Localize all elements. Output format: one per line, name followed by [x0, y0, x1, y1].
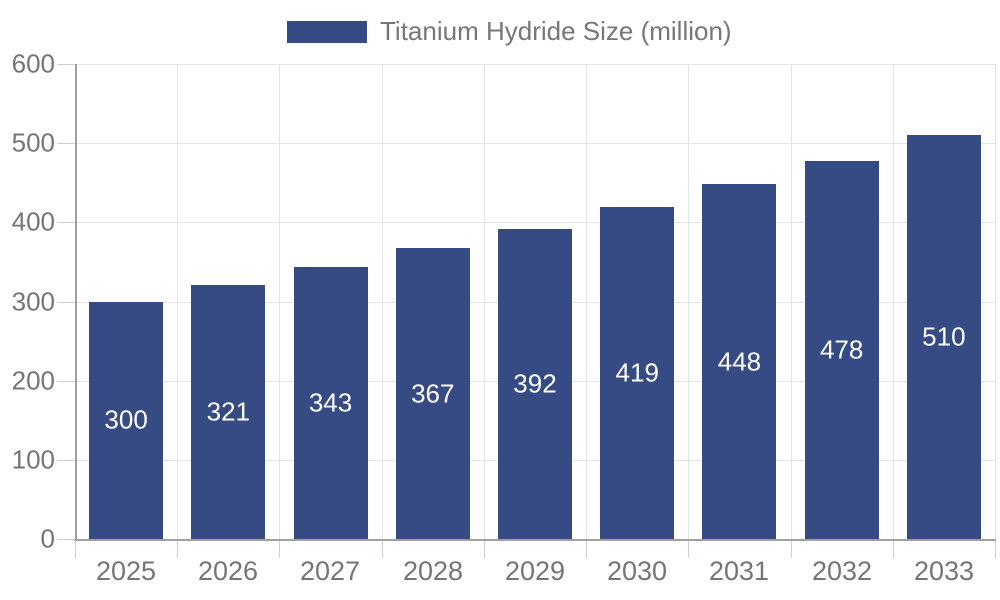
v-gridline [177, 64, 178, 539]
y-tick-label: 200 [11, 365, 55, 396]
plot-area: 300 321 343 367 392 419 448 478 510 [75, 64, 996, 539]
x-tick-label: 2029 [504, 556, 566, 586]
v-gridline [279, 64, 280, 539]
bar [294, 267, 368, 539]
x-tick-mark [75, 541, 76, 558]
x-tick-label: 2025 [95, 556, 157, 586]
bar-value-label: 448 [717, 346, 762, 377]
y-tick-mark [57, 301, 75, 303]
x-axis-line [74, 539, 996, 541]
h-gridline [75, 143, 995, 145]
y-tick-label: 300 [11, 286, 55, 316]
bar [600, 207, 674, 539]
y-tick-label: 0 [40, 523, 55, 554]
y-tick-mark [57, 222, 75, 224]
bar-value-label: 300 [104, 404, 148, 435]
bar [907, 135, 981, 539]
y-tick-label: 100 [11, 444, 55, 475]
v-gridline [893, 64, 894, 539]
x-tick-label: 2031 [708, 556, 770, 586]
legend-label: Titanium Hydride Size (million) [380, 16, 732, 46]
x-tick-mark [586, 541, 587, 558]
x-tick-label: 2028 [402, 556, 464, 586]
h-gridline [75, 64, 995, 65]
legend-swatch [287, 20, 367, 43]
v-gridline [382, 64, 383, 539]
bar-value-label: 343 [308, 387, 353, 418]
x-tick-label: 2032 [811, 556, 873, 586]
y-tick-label: 600 [11, 48, 55, 79]
bar-value-label: 419 [615, 357, 659, 388]
x-tick-label: 2027 [299, 556, 361, 586]
y-tick-label: 500 [11, 127, 55, 158]
v-gridline [586, 64, 587, 539]
bar [89, 301, 163, 539]
y-tick-mark [57, 539, 75, 540]
bar-value-label: 478 [819, 334, 864, 365]
x-tick-label: 2030 [606, 556, 668, 586]
y-tick-label: 400 [11, 206, 55, 237]
x-tick-mark [279, 541, 280, 558]
x-tick-mark [688, 541, 689, 558]
bar [702, 184, 776, 539]
x-tick-mark [995, 541, 996, 558]
y-tick-mark [57, 143, 75, 145]
bar-value-label: 321 [206, 396, 251, 427]
bar [396, 248, 470, 539]
bar-value-label: 510 [922, 321, 966, 352]
y-axis-line [75, 64, 77, 540]
bar [498, 228, 572, 539]
v-gridline [688, 64, 689, 539]
x-tick-mark [791, 541, 792, 558]
x-tick-label: 2026 [197, 556, 259, 586]
v-gridline [791, 64, 792, 539]
y-tick-mark [57, 64, 75, 65]
x-tick-mark [177, 541, 178, 558]
x-tick-label: 2033 [913, 556, 975, 586]
v-gridline [484, 64, 485, 539]
bar [805, 160, 879, 539]
x-tick-mark [382, 541, 383, 558]
x-tick-mark [893, 541, 894, 558]
h-gridline [75, 222, 995, 224]
v-gridline [995, 64, 996, 539]
bar [191, 284, 265, 539]
legend-item[interactable]: Titanium Hydride Size (million) [287, 16, 732, 47]
bar-value-label: 367 [411, 378, 455, 409]
y-tick-mark [57, 380, 75, 382]
y-tick-mark [57, 459, 75, 461]
bar-value-label: 392 [513, 368, 557, 399]
x-tick-mark [484, 541, 485, 558]
